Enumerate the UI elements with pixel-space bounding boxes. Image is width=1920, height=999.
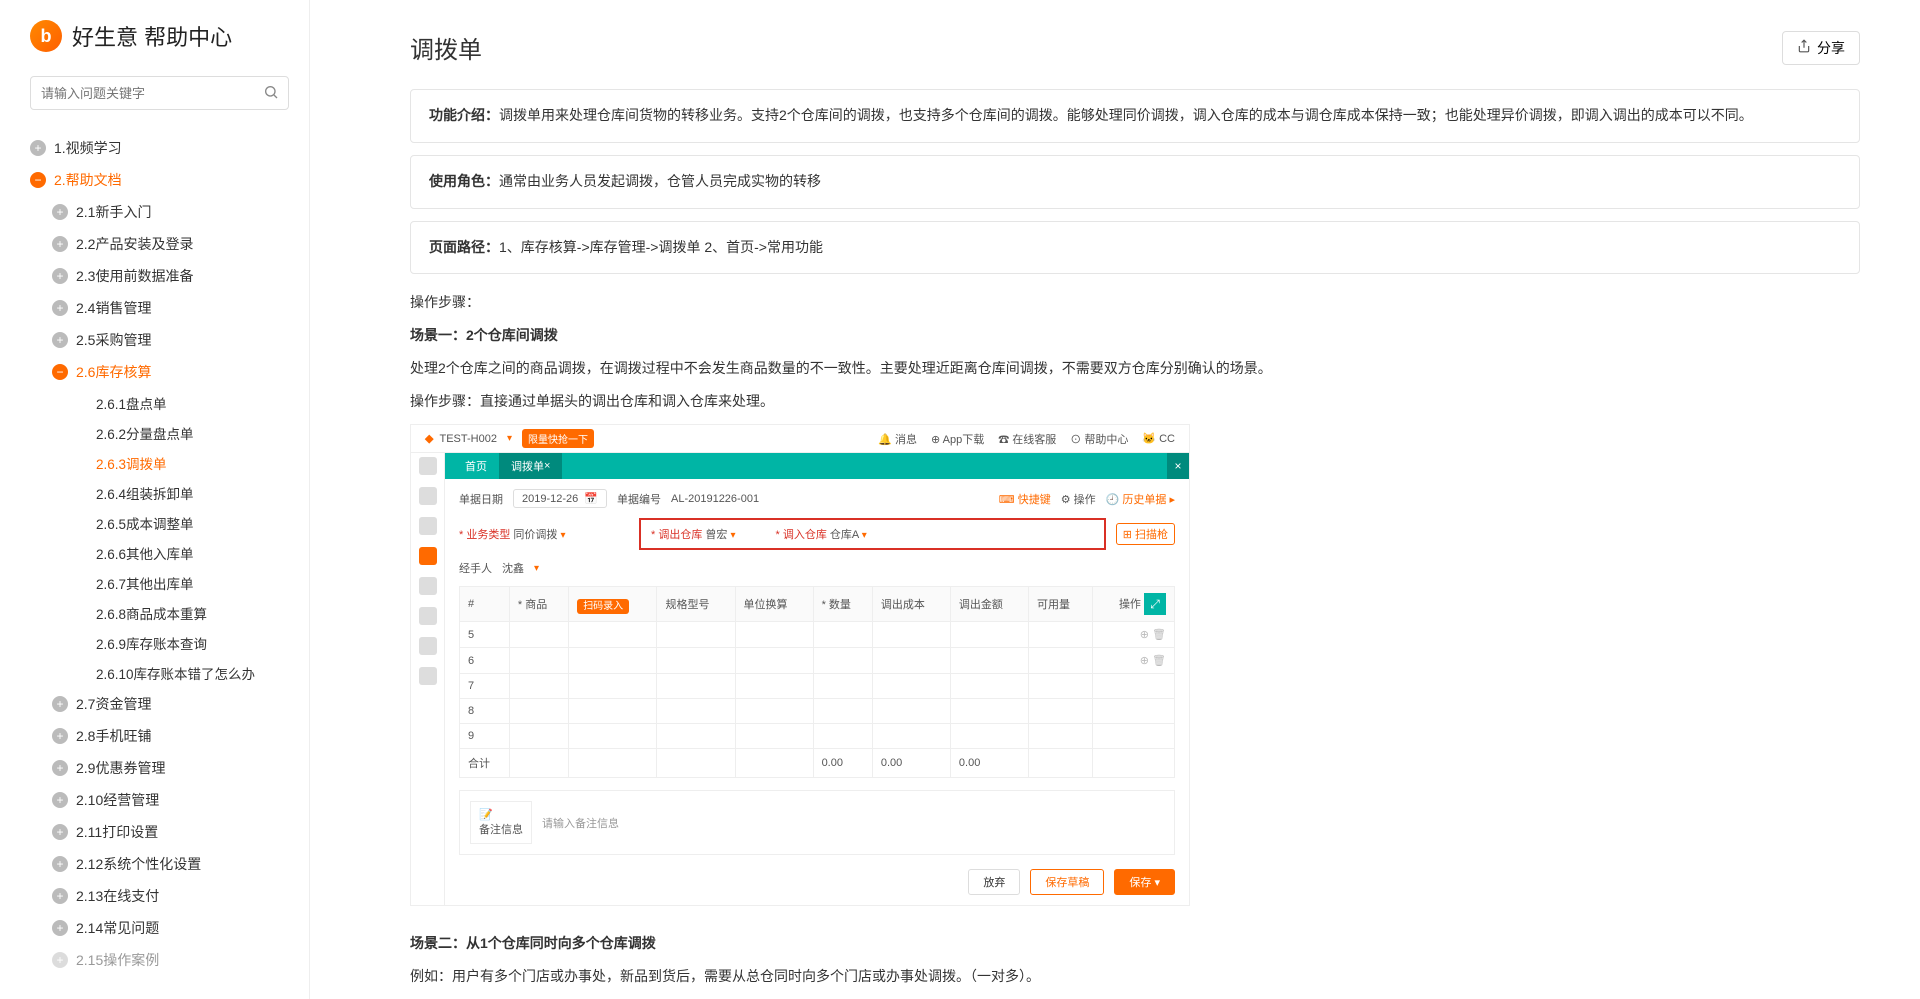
- share-label: 分享: [1817, 38, 1845, 58]
- nav-2-6-3[interactable]: 2.6.3调拨单: [96, 448, 289, 478]
- shot-top-help: ⊙ 帮助中心: [1070, 431, 1128, 447]
- shot-tab-home: 首页: [453, 453, 499, 479]
- search-icon[interactable]: [263, 84, 279, 103]
- scene1-p2: 操作步骤：直接通过单据头的调出仓库和调入仓库来处理。: [410, 388, 1860, 415]
- shot-picker-val: 沈鑫: [502, 560, 524, 576]
- shot-top-cs: ☎ 在线客服: [998, 431, 1056, 447]
- shot-biz-val: 同价调拨: [513, 529, 557, 541]
- shot-top-avatar: 🐱 CC: [1142, 432, 1175, 445]
- role-label: 使用角色：: [429, 173, 499, 189]
- nav-2-6-1[interactable]: 2.6.1盘点单: [96, 388, 289, 418]
- nav-2-6[interactable]: −2.6库存核算: [52, 356, 289, 388]
- shot-logo-icon: ◆: [425, 432, 433, 445]
- chevron-down-icon: ▾: [507, 433, 512, 444]
- role-box: 使用角色：通常由业务人员发起调拨，仓管人员完成实物的转移: [410, 155, 1860, 209]
- nav-2-13[interactable]: +2.13在线支付: [52, 880, 289, 912]
- path-label: 页面路径：: [429, 239, 499, 255]
- search-wrap: [30, 76, 289, 110]
- logo-icon: b: [30, 20, 62, 52]
- shot-sn-label: 单据编号: [617, 491, 661, 507]
- nav-help-docs[interactable]: −2.帮助文档: [30, 164, 289, 196]
- scene2-p1: 例如：用户有多个门店或办事处，新品到货后，需要从总仓同时向多个门店或办事处调拨。…: [410, 963, 1860, 990]
- shot-warehouse-redbox: * 调出仓库 曾宏 ▾ * 调入仓库 仓库A ▾: [639, 518, 1106, 550]
- nav-2-7[interactable]: +2.7资金管理: [52, 688, 289, 720]
- nav-2-11[interactable]: +2.11打印设置: [52, 816, 289, 848]
- role-text: 通常由业务人员发起调拨，仓管人员完成实物的转移: [499, 173, 821, 189]
- shot-date-field: 2019-12-26 📅: [513, 489, 607, 508]
- nav-2-15[interactable]: +2.15操作案例: [52, 944, 289, 976]
- shot-picker-label: 经手人: [459, 560, 492, 576]
- shot-remark-box: 📝备注信息 请输入备注信息: [459, 790, 1175, 855]
- nav-2-6-9[interactable]: 2.6.9库存账本查询: [96, 628, 289, 658]
- main-content: 调拨单 分享 功能介绍：调拨单用来处理仓库间货物的转移业务。支持2个仓库间的调拨…: [310, 0, 1920, 999]
- nav-tree: +1.视频学习 −2.帮助文档 +2.1新手入门 +2.2产品安装及登录 +2.…: [30, 132, 289, 976]
- nav-2-6-10[interactable]: 2.6.10库存账本错了怎么办: [96, 658, 289, 688]
- shot-org: TEST-H002: [439, 433, 496, 445]
- shot-scan-btn: ⊞ 扫描枪: [1116, 523, 1175, 545]
- shot-top-app: ⊕ App下载: [931, 431, 984, 447]
- brand-title: 好生意 帮助中心: [72, 20, 232, 52]
- nav-video-learning[interactable]: +1.视频学习: [30, 132, 289, 164]
- intro-label: 功能介绍：: [429, 107, 499, 123]
- shot-history: 🕘 历史单据 ▸: [1106, 491, 1175, 507]
- shot-sn-value: AL-20191226-001: [671, 493, 759, 505]
- share-button[interactable]: 分享: [1782, 31, 1860, 65]
- scene1-title: 场景一：2个仓库间调拨: [410, 322, 1860, 349]
- share-icon: [1797, 39, 1811, 56]
- intro-box: 功能介绍：调拨单用来处理仓库间货物的转移业务。支持2个仓库间的调拨，也支持多个仓…: [410, 89, 1860, 143]
- scene2-title: 场景二：从1个仓库同时向多个仓库调拨: [410, 930, 1860, 957]
- screenshot-1: ◆ TEST-H002 ▾ 限量快抢一下 🔔 消息 ⊕ App下载 ☎ 在线客服…: [410, 424, 1190, 906]
- nav-2-2[interactable]: +2.2产品安装及登录: [52, 228, 289, 260]
- search-input[interactable]: [30, 76, 289, 110]
- brand-row: b 好生意 帮助中心: [30, 20, 289, 52]
- nav-2-3[interactable]: +2.3使用前数据准备: [52, 260, 289, 292]
- nav-2-6-7[interactable]: 2.6.7其他出库单: [96, 568, 289, 598]
- path-text: 1、库存核算->库存管理->调拨单 2、首页->常用功能: [499, 239, 823, 255]
- nav-2-8[interactable]: +2.8手机旺铺: [52, 720, 289, 752]
- steps-heading: 操作步骤：: [410, 292, 1860, 312]
- shot-save-btn: 保存 ▾: [1114, 869, 1175, 895]
- nav-2-6-2[interactable]: 2.6.2分量盘点单: [96, 418, 289, 448]
- shot-draft-btn: 保存草稿: [1030, 869, 1104, 895]
- shot-quickkeys: ⌨ 快捷键: [999, 491, 1051, 507]
- nav-2-6-8[interactable]: 2.6.8商品成本重算: [96, 598, 289, 628]
- shot-grid: #* 商品 扫码录入 规格型号单位换算* 数量 调出成本调出金额可用量 操作 ⤢…: [459, 586, 1175, 778]
- scene2-p2: 操作步骤：将单据明细中的调入仓库设置为显示，同时将单据头的调入仓设置为非必录。: [410, 995, 1860, 999]
- shot-discard-btn: 放弃: [968, 869, 1020, 895]
- nav-2-14[interactable]: +2.14常见问题: [52, 912, 289, 944]
- nav-2-10[interactable]: +2.10经营管理: [52, 784, 289, 816]
- shot-top-msg: 🔔 消息: [878, 431, 917, 447]
- shot-side-nav: [411, 453, 445, 905]
- nav-2-6-5[interactable]: 2.6.5成本调整单: [96, 508, 289, 538]
- shot-biz-label: * 业务类型: [459, 529, 510, 541]
- nav-2-6-4[interactable]: 2.6.4组装拆卸单: [96, 478, 289, 508]
- path-box: 页面路径：1、库存核算->库存管理->调拨单 2、首页->常用功能: [410, 221, 1860, 275]
- shot-op: ⚙ 操作: [1061, 491, 1096, 507]
- scene1-p1: 处理2个仓库之间的商品调拨，在调拨过程中不会发生商品数量的不一致性。主要处理近距…: [410, 355, 1860, 382]
- sidebar: b 好生意 帮助中心 +1.视频学习 −2.帮助文档 +2.1新手入门 +2.2…: [0, 0, 310, 999]
- nav-2-4[interactable]: +2.4销售管理: [52, 292, 289, 324]
- nav-2-9[interactable]: +2.9优惠券管理: [52, 752, 289, 784]
- shot-date-label: 单据日期: [459, 491, 503, 507]
- page-title: 调拨单: [410, 30, 482, 65]
- shot-tab-current: 调拨单 ×: [499, 453, 562, 479]
- shot-tabs-close-icon: ×: [1167, 453, 1189, 479]
- nav-2-5[interactable]: +2.5采购管理: [52, 324, 289, 356]
- intro-text: 调拨单用来处理仓库间货物的转移业务。支持2个仓库间的调拨，也支持多个仓库间的调拨…: [499, 107, 1753, 123]
- nav-2-12[interactable]: +2.12系统个性化设置: [52, 848, 289, 880]
- shot-promo-btn: 限量快抢一下: [522, 429, 594, 448]
- nav-2-6-6[interactable]: 2.6.6其他入库单: [96, 538, 289, 568]
- nav-2-1[interactable]: +2.1新手入门: [52, 196, 289, 228]
